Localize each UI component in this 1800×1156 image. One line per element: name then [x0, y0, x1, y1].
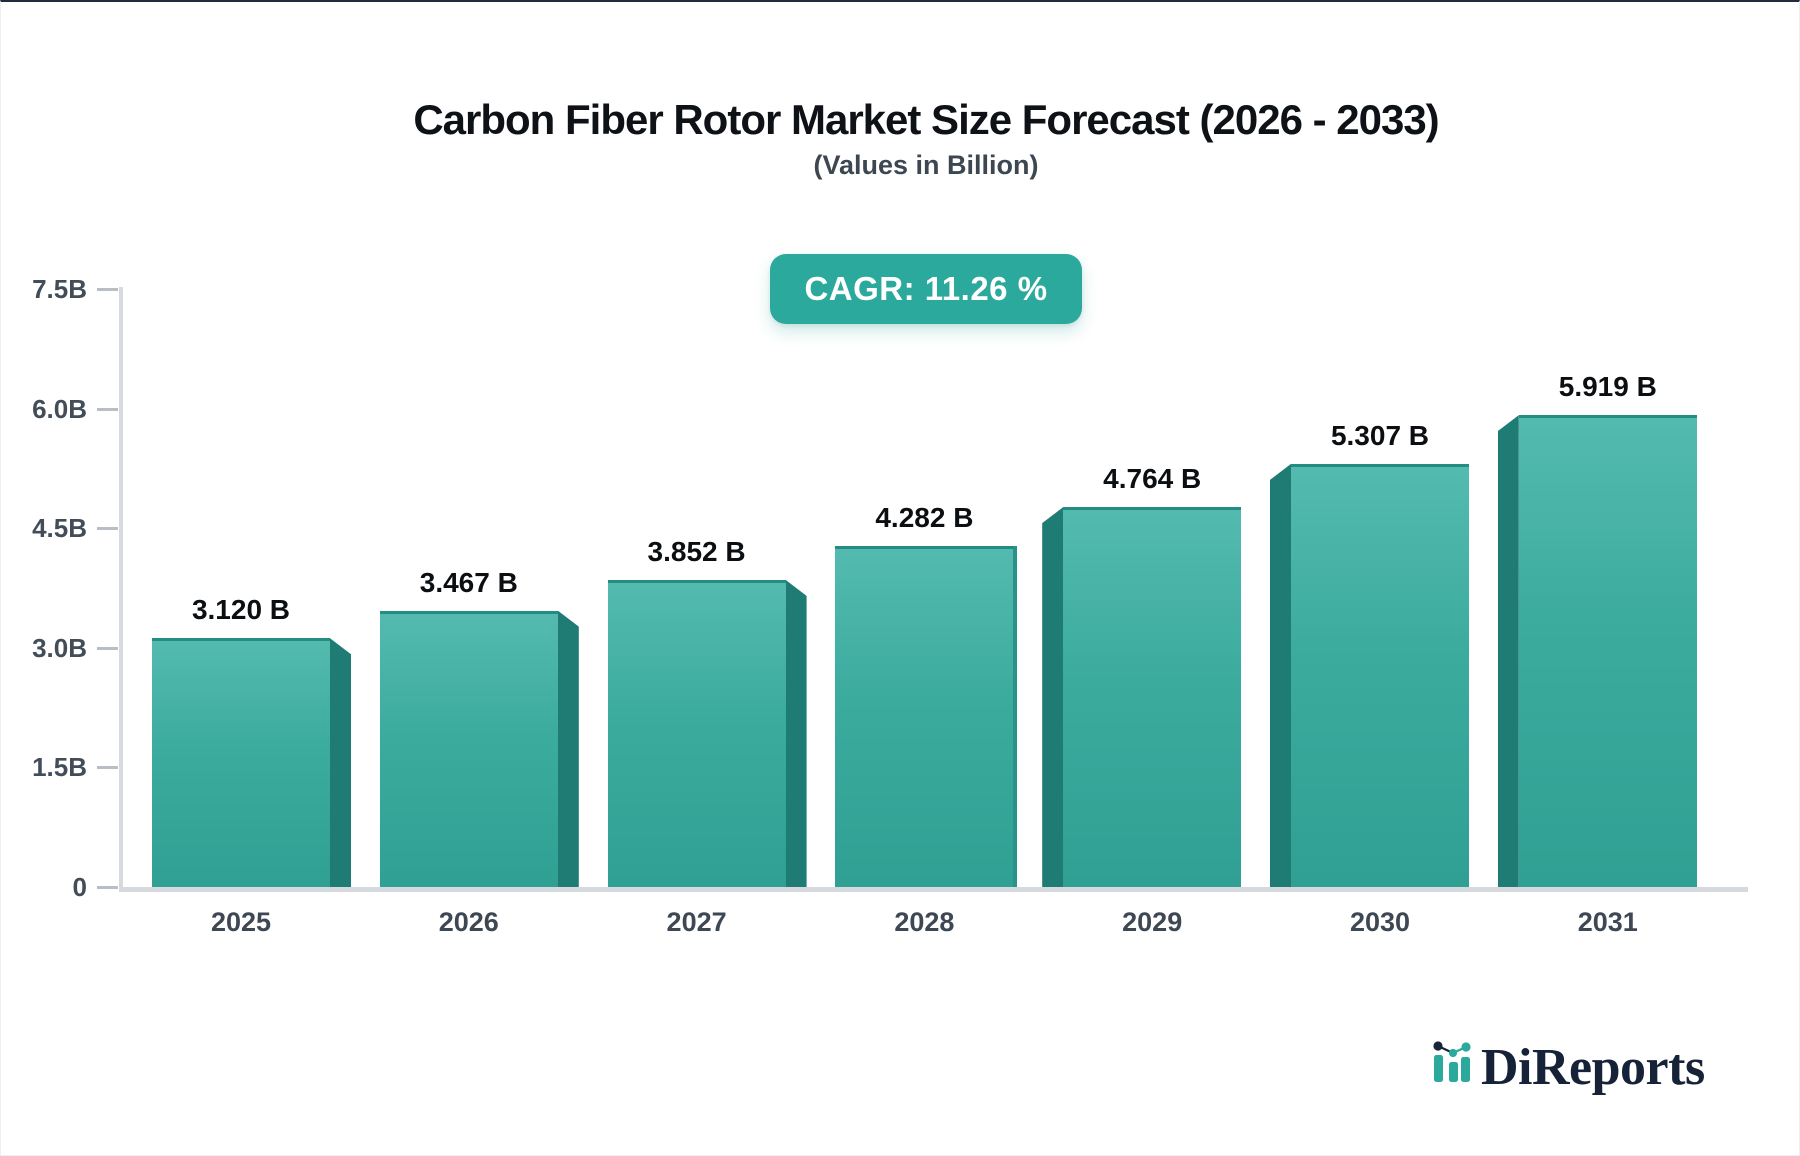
x-axis-label: 2027	[666, 907, 727, 937]
bar-3d-side	[330, 638, 351, 887]
x-axis-label: 2028	[894, 907, 955, 937]
bar-3d-side	[1042, 507, 1064, 887]
bar-value-label: 4.282 B	[875, 501, 974, 533]
bar-value-label: 3.852 B	[647, 535, 746, 567]
bar-value-label: 5.307 B	[1330, 419, 1430, 451]
bar-3d-side	[1270, 463, 1291, 887]
bar-2029	[1063, 507, 1242, 887]
logo-wordmark: DiReports	[1481, 1039, 1705, 1096]
bar-2025	[152, 638, 330, 887]
y-axis-tick	[97, 407, 118, 411]
x-axis-label: 2029	[1122, 907, 1183, 937]
x-axis-label: 2025	[210, 907, 272, 937]
bar-edge	[1013, 545, 1018, 887]
y-axis-label: 4.5B	[32, 513, 87, 544]
cagr-badge: CAGR: 11.26 %	[770, 254, 1082, 324]
bar-value-label: 3.120 B	[191, 594, 291, 626]
x-axis-label: 2030	[1349, 907, 1411, 937]
cagr-badge-band: CAGR: 11.26 %	[51, 254, 1799, 324]
y-axis-label: 3.0B	[32, 632, 87, 663]
bar-3d-side	[1497, 415, 1519, 887]
bar-2026	[379, 610, 558, 887]
bar-value-label: 3.467 B	[419, 566, 518, 598]
bar-2030	[1291, 463, 1469, 887]
y-axis-label: 0	[72, 872, 87, 902]
y-axis-tick	[97, 766, 118, 770]
bar-3d-side	[785, 579, 807, 887]
bar-2031	[1518, 415, 1697, 887]
chart-subtitle: (Values in Billion)	[813, 150, 1039, 180]
page-title: Carbon Fiber Rotor Market Size Forecast …	[413, 96, 1439, 143]
bar-value-label: 4.764 B	[1103, 463, 1202, 495]
x-axis-line	[119, 887, 1748, 892]
y-axis-tick	[97, 288, 118, 292]
y-axis-tick	[97, 886, 118, 889]
direports-logo: DiReports	[1429, 1040, 1705, 1096]
y-axis-label: 1.5B	[32, 752, 87, 783]
y-axis-label: 7.5B	[32, 274, 87, 305]
y-axis-tick	[97, 527, 118, 531]
y-axis-line	[119, 287, 123, 892]
mini-bar-line-chart-icon	[1433, 1041, 1471, 1082]
y-axis-label: 6.0B	[32, 393, 87, 424]
x-axis-label: 2031	[1577, 907, 1638, 937]
y-axis-tick	[97, 646, 118, 650]
bar-value-label: 5.919 B	[1558, 371, 1657, 403]
x-axis-label: 2026	[438, 907, 499, 937]
bar-3d-side	[557, 610, 579, 887]
bar-2027	[607, 579, 786, 887]
bar-2028	[835, 545, 1014, 887]
